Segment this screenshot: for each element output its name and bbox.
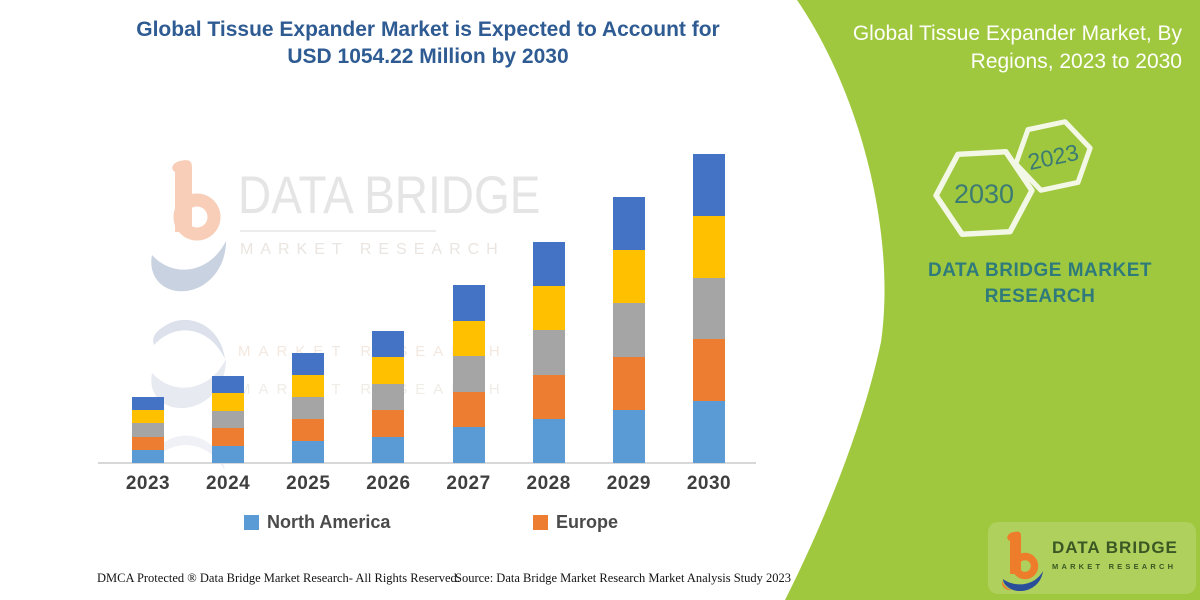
bar-segment-unlabeled-gray [532,330,565,375]
bar-segment-north-america [532,418,565,463]
panel-brand-text: DATA BRIDGE MARKET RESEARCH [928,260,1152,307]
legend-item-europe: Europe [533,512,618,533]
legend-swatch [533,515,548,530]
bar-segment-europe [452,391,485,428]
x-axis-label: 2027 [446,473,491,494]
bar-segment-europe [532,374,565,419]
bar-segment-europe [372,410,405,437]
bar-segment-north-america [372,436,405,463]
bar-2025 [292,353,325,463]
bar-segment-europe [132,436,164,450]
bar-segment-unlabeled-dark-blue [132,397,164,411]
bar-segment-north-america [452,427,485,463]
bar-segment-unlabeled-gray [372,383,405,411]
bar-segment-unlabeled-dark-blue [452,285,485,321]
legend-label: North America [267,512,391,532]
bar-segment-unlabeled-gray [452,356,485,392]
chart-title: Global Tissue Expander Market is Expecte… [136,18,720,68]
legend-item-north-america: North America [244,512,390,533]
panel-title: Global Tissue Expander Market, By Region… [852,22,1182,73]
bar-segment-unlabeled-gray [612,303,645,357]
bar-segment-unlabeled-gray [212,410,245,429]
bar-2029 [612,197,645,463]
x-axis-label: 2029 [606,473,651,494]
bar-segment-north-america [292,441,325,463]
data-bridge-logo: DATA BRIDGE MARKET RESEARCH [988,522,1196,594]
bar-segment-unlabeled-dark-blue [612,197,645,251]
bar-2027 [452,285,485,463]
bar-segment-north-america [132,449,164,463]
bar-2024 [212,376,245,463]
hexagon-2030-label: 2030 [954,179,1014,209]
data-bridge-logo-icon [1001,531,1043,591]
bar-segment-unlabeled-yellow [532,286,565,331]
x-axis-label: 2030 [686,473,732,494]
bar-segment-europe [612,356,645,410]
bar-segment-unlabeled-dark-blue [292,353,325,375]
legend: North America Europe [0,512,800,542]
logo-wordmark: DATA BRIDGE [1052,538,1178,557]
bar-segment-unlabeled-yellow [372,357,405,384]
bar-segment-unlabeled-yellow [692,215,725,278]
bar-2028 [532,242,565,463]
bar-segment-europe [692,339,725,402]
bar-segment-unlabeled-dark-blue [372,331,405,358]
bar-segment-europe [292,419,325,441]
x-axis-label: 2026 [366,473,411,494]
bar-segment-unlabeled-yellow [212,393,245,411]
bar-segment-unlabeled-yellow [292,375,325,397]
x-axis-label: 2028 [526,473,571,494]
bar-2023 [132,397,164,463]
bar-segment-unlabeled-yellow [132,410,164,424]
hexagon-2023-label: 2023 [1025,139,1080,175]
x-axis-label: 2025 [286,473,331,494]
bar-segment-unlabeled-yellow [452,320,485,357]
bar-segment-europe [212,428,245,446]
bar-segment-unlabeled-gray [292,397,325,419]
bar-2026 [372,331,405,463]
x-axis-label: 2023 [125,473,171,494]
logo-tagline: MARKET RESEARCH [1052,562,1177,571]
plot-area: 2023 2024 2025 2026 2027 2028 2029 2030 [98,154,756,494]
logo-text: DATA BRIDGE MARKET RESEARCH [1052,538,1188,571]
bar-segment-unlabeled-yellow [612,250,645,304]
bar-segment-unlabeled-dark-blue [212,376,245,394]
bar-segment-north-america [212,445,245,463]
hexagon-badges: 2030 2023 [933,119,1093,237]
x-axis-line [98,462,756,464]
source-note: Source: Data Bridge Market Research Mark… [455,571,792,585]
legend-label: Europe [556,512,619,532]
bar-segment-north-america [692,401,725,463]
bar-segment-unlabeled-dark-blue [532,242,565,287]
bar-segment-unlabeled-dark-blue [692,154,725,216]
x-axis-label: 2024 [205,473,251,494]
bar-segment-unlabeled-gray [132,423,164,437]
bar-segment-unlabeled-gray [692,277,725,340]
legend-swatch [244,515,259,530]
hexagon-2023 [1013,119,1093,193]
dmca-note: DMCA Protected ® Data Bridge Market Rese… [97,571,460,585]
bar-2030 [692,154,725,463]
hexagon-2030 [933,149,1035,237]
bar-segment-north-america [612,409,645,463]
